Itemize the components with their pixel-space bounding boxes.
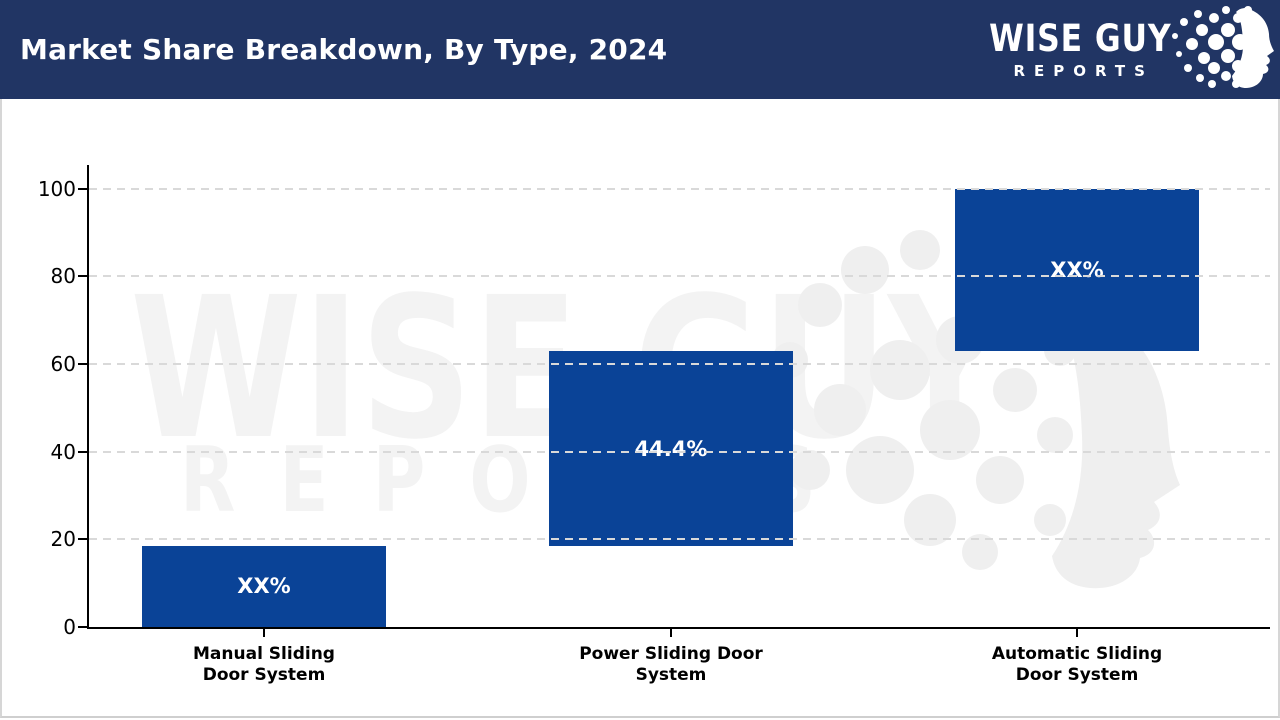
y-tick-label-100: 100 [37, 176, 76, 201]
bar-value-label-3: XX% [1050, 257, 1104, 282]
x-category-label-2: Power Sliding Door System [579, 644, 763, 685]
x-tick-mark-1 [263, 629, 265, 637]
y-tick-mark-20 [78, 538, 87, 541]
y-tick-mark-40 [78, 450, 87, 453]
header: Market Share Breakdown, By Type, 2024 WI… [0, 0, 1280, 99]
grid-line-20 [89, 538, 1270, 541]
bar-2: 44.4% [549, 351, 793, 546]
dotted-face-profile-icon [1172, 6, 1274, 88]
grid-line-80 [89, 275, 1270, 278]
y-tick-mark-100 [78, 187, 87, 190]
grid-line-40 [89, 450, 1270, 453]
y-tick-label-60: 60 [50, 351, 76, 376]
logo-subtext: REPORTS [1013, 61, 1154, 80]
y-tick-mark-0 [78, 626, 87, 628]
logo-wordmark: WISE GUY [989, 16, 1172, 60]
y-axis-line [87, 165, 89, 629]
y-tick-label-40: 40 [50, 439, 76, 464]
grid-line-60 [89, 362, 1270, 365]
y-tick-label-0: 0 [63, 615, 76, 639]
chart-title: Market Share Breakdown, By Type, 2024 [20, 33, 668, 66]
x-tick-mark-2 [670, 629, 672, 637]
bar-value-label-2: 44.4% [634, 436, 708, 461]
y-tick-label-80: 80 [50, 264, 76, 289]
bar-value-label-1: XX% [237, 574, 291, 599]
x-tick-mark-3 [1076, 629, 1078, 637]
y-tick-mark-80 [78, 275, 87, 278]
grid-line-100 [89, 187, 1270, 190]
x-axis-line [87, 627, 1270, 629]
y-tick-mark-60 [78, 362, 87, 365]
x-category-label-1: Manual Sliding Door System [193, 644, 335, 685]
bar-1: XX% [142, 545, 386, 627]
x-category-label-3: Automatic Sliding Door System [991, 644, 1163, 685]
y-tick-label-20: 20 [50, 527, 76, 552]
logo-text: WISE GUY REPORTS [973, 17, 1188, 80]
brand-logo: WISE GUY REPORTS [973, 4, 1274, 92]
bar-3: XX% [955, 188, 1199, 352]
